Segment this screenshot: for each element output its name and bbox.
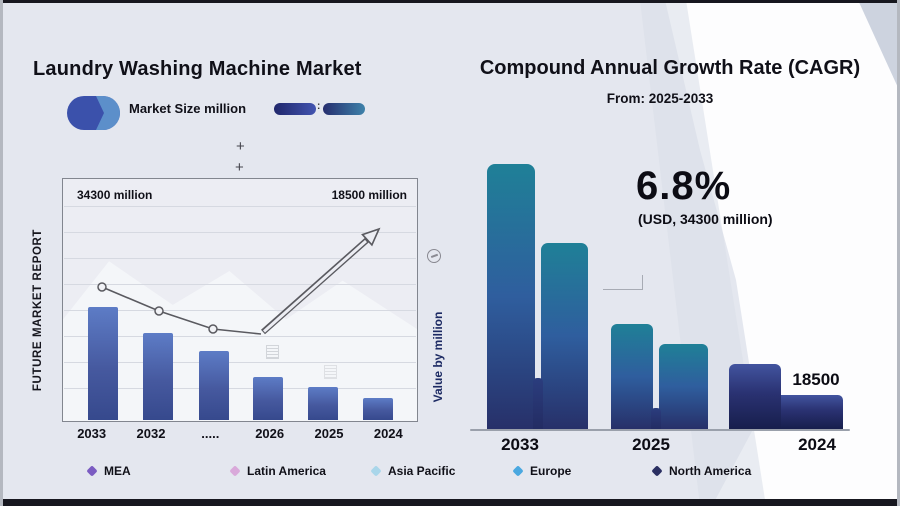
x-tick-label: 2026 <box>255 426 285 441</box>
step-line-decoration <box>603 275 643 290</box>
ratio-pill-dark <box>274 103 316 115</box>
table-watermark-icon <box>324 365 337 379</box>
future-market-report-watermark: FUTURE MARKET REPORT <box>32 228 44 392</box>
bar-2024-b <box>781 395 843 429</box>
bar-2026 <box>253 377 283 420</box>
bar-connector <box>651 408 661 429</box>
frame-top-border <box>0 0 900 3</box>
cylinder-legend-icon <box>67 96 120 130</box>
legend-label: Latin America <box>247 464 326 478</box>
legend-item-north-america: North America <box>651 463 752 479</box>
x-axis-line <box>470 429 850 431</box>
cagr-title: Compound Annual Growth Rate (CAGR) <box>479 57 861 79</box>
cagr-subtitle: From: 2025-2033 <box>606 91 714 106</box>
bar-2025-a <box>611 324 653 429</box>
plus-mark-icon: + <box>236 138 245 155</box>
x-tick-label: 2025 <box>314 426 344 441</box>
legend-item-europe: Europe <box>512 463 572 479</box>
frame-bottom-border <box>0 499 900 506</box>
market-size-legend-label: Market Size million <box>129 101 247 116</box>
legend-dot <box>86 465 98 477</box>
x-tick-label: 2025 <box>632 435 670 454</box>
legend-dot <box>370 465 382 477</box>
legend-item-asia-pacific: Asia Pacific <box>370 463 456 479</box>
ratio-separator: : <box>317 101 321 112</box>
end-value-annotation: 18500 million <box>331 188 407 202</box>
frame-left-border <box>0 0 3 506</box>
left-chart-x-axis: 2033 2032 ..... 2026 2025 2024 <box>62 426 418 441</box>
gridlines <box>64 206 416 391</box>
value-axis-label: Value by million <box>431 311 445 403</box>
trend-line-and-arrow <box>97 227 381 335</box>
bar-2024 <box>363 398 393 420</box>
ratio-pill-teal <box>323 103 365 115</box>
x-tick-label: 2024 <box>373 426 403 441</box>
x-tick-label: 2033 <box>77 426 107 441</box>
x-tick-label: 2032 <box>136 426 166 441</box>
x-tick-label: 2024 <box>798 435 836 454</box>
legend-dot <box>229 465 241 477</box>
table-watermark-icon <box>266 345 279 359</box>
legend-label: North America <box>669 464 752 478</box>
page-title: Laundry Washing Machine Market <box>33 58 362 80</box>
market-size-chart: 34300 million 18500 million <box>62 178 418 422</box>
bar-2032 <box>143 333 173 420</box>
cagr-value: 6.8% <box>636 164 732 208</box>
legend-label: Europe <box>530 464 572 478</box>
cagr-chart <box>470 160 850 431</box>
bar-2033-b <box>541 243 588 429</box>
bar-connector <box>533 378 543 429</box>
x-tick-label: 2033 <box>501 435 539 454</box>
plus-mark-icon: + <box>235 159 244 176</box>
legend-item-mea: MEA <box>86 463 131 479</box>
bar-2024-a <box>729 364 781 429</box>
legend-dot <box>512 465 524 477</box>
bar-2033 <box>88 307 118 420</box>
bar-2025-b <box>659 344 708 429</box>
legend-dot <box>651 465 663 477</box>
minus-circle-icon <box>425 247 443 265</box>
end-bar-value-label: 18500 <box>792 370 840 389</box>
legend-label: Asia Pacific <box>388 464 456 478</box>
bar-2033-a <box>487 164 535 429</box>
legend-label: MEA <box>104 464 131 478</box>
bar-ellipsis <box>199 351 229 420</box>
x-tick-label: ..... <box>201 426 220 441</box>
cagr-caption: (USD, 34300 million) <box>638 211 773 227</box>
bar-2025 <box>308 387 338 420</box>
start-value-annotation: 34300 million <box>77 188 153 202</box>
legend-item-latin-america: Latin America <box>229 463 326 479</box>
